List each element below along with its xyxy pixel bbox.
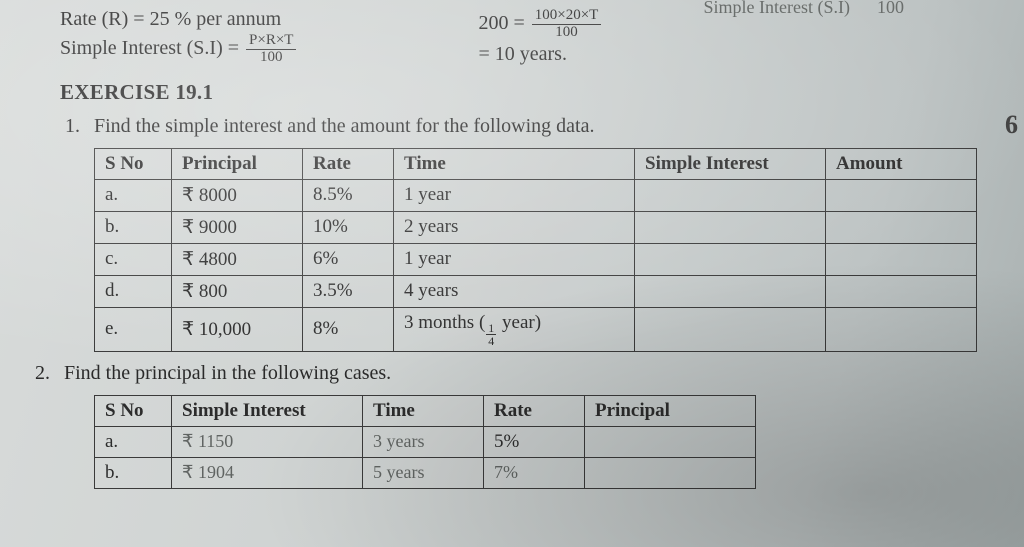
exercise-heading: EXERCISE 19.1: [60, 80, 994, 105]
eq-result-line: = 10 years.: [478, 43, 603, 66]
table-row: b. ₹ 9000 10% 2 years: [95, 211, 977, 243]
q2-text: Find the principal in the following case…: [64, 362, 391, 385]
t1-h-sno: S No: [95, 148, 172, 179]
table-row: b. ₹ 1904 5 years 7%: [95, 457, 756, 488]
t2-h-sno: S No: [95, 395, 172, 426]
table-2-header-row: S No Simple Interest Time Rate Principal: [95, 395, 756, 426]
t1-h-principal: Principal: [172, 148, 303, 179]
table-row: a. ₹ 8000 8.5% 1 year: [95, 179, 977, 211]
partial-text-top: Simple Interest (S.I) 100: [704, 0, 904, 18]
t2-h-principal: Principal: [585, 395, 756, 426]
rate-line: Rate (R) = 25 % per annum: [60, 8, 298, 31]
t2-h-rate: Rate: [484, 395, 585, 426]
t2-h-si: Simple Interest: [172, 395, 363, 426]
table-2: S No Simple Interest Time Rate Principal…: [94, 395, 756, 489]
t1-h-rate: Rate: [303, 148, 394, 179]
table-row: c. ₹ 4800 6% 1 year: [95, 243, 977, 275]
si-formula-line: Simple Interest (S.I) = P×R×T 100: [60, 33, 298, 66]
question-2: 2. Find the principal in the following c…: [30, 362, 994, 385]
q2-number: 2.: [30, 362, 50, 385]
eq-fraction: 100×20×T 100: [532, 8, 602, 41]
table-row: a. ₹ 1150 3 years 5%: [95, 426, 756, 457]
t1-h-si: Simple Interest: [635, 148, 826, 179]
t1-h-amount: Amount: [826, 148, 977, 179]
q1-number: 1.: [60, 115, 80, 138]
si-fraction: P×R×T 100: [246, 33, 296, 66]
table-row: d. ₹ 800 3.5% 4 years: [95, 275, 977, 307]
table-1: S No Principal Rate Time Simple Interest…: [94, 148, 977, 352]
q1-text: Find the simple interest and the amount …: [94, 115, 594, 138]
eq-200-line: 200 = 100×20×T 100: [478, 8, 603, 41]
t1-h-time: Time: [394, 148, 635, 179]
table-row: e. ₹ 10,000 8% 3 months (14 year): [95, 307, 977, 351]
table-1-header-row: S No Principal Rate Time Simple Interest…: [95, 148, 977, 179]
t2-h-time: Time: [363, 395, 484, 426]
page-edge-number: 6: [1005, 110, 1018, 140]
quarter-fraction: 14: [486, 322, 496, 347]
question-1: 1. Find the simple interest and the amou…: [60, 115, 994, 138]
